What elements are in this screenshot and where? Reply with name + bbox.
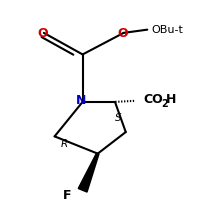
Text: S: S <box>115 113 122 123</box>
Text: CO: CO <box>143 93 163 106</box>
Text: N: N <box>76 94 87 107</box>
Text: R: R <box>61 139 68 149</box>
Text: O: O <box>117 27 128 40</box>
Text: OBu-t: OBu-t <box>152 25 184 35</box>
Text: 2: 2 <box>161 99 168 109</box>
Text: H: H <box>166 93 176 106</box>
Text: F: F <box>63 189 72 202</box>
Text: O: O <box>37 27 48 40</box>
Polygon shape <box>78 153 99 192</box>
